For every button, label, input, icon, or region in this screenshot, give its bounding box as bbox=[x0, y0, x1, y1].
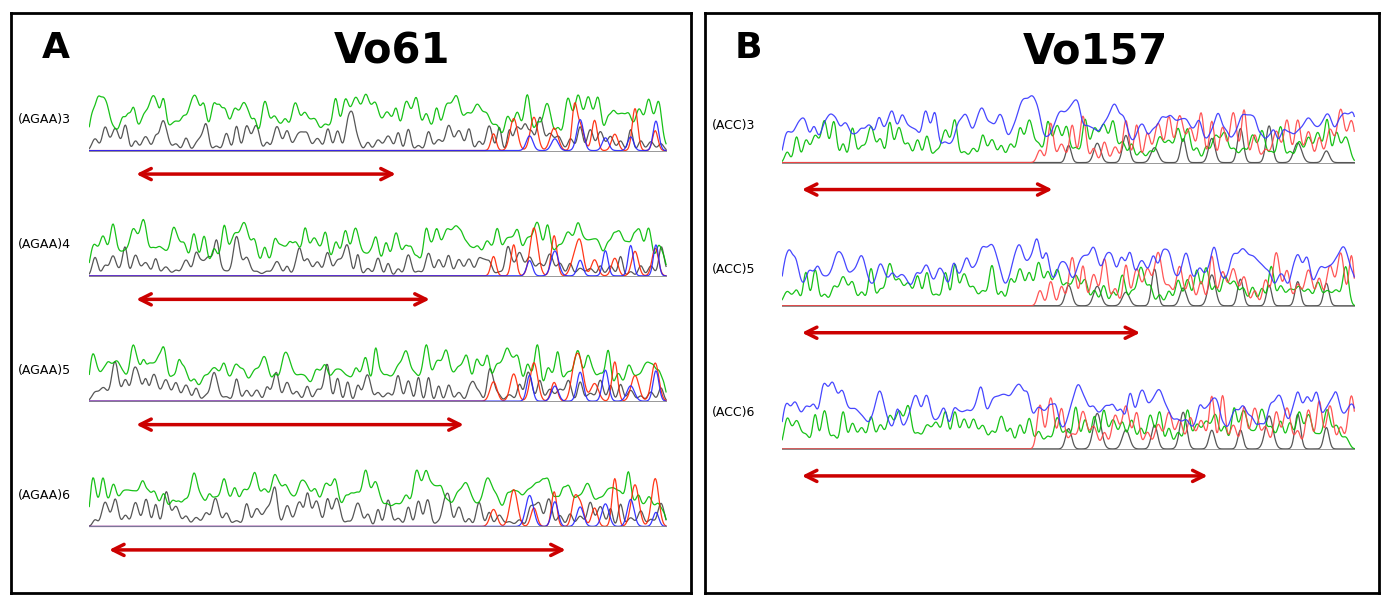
Text: A: A bbox=[42, 31, 70, 65]
Text: (AGAA)4: (AGAA)4 bbox=[18, 238, 71, 251]
Text: (AGAA)5: (AGAA)5 bbox=[18, 364, 71, 377]
Text: (ACC)3: (ACC)3 bbox=[712, 119, 755, 132]
Text: Vo61: Vo61 bbox=[334, 31, 450, 73]
Text: B: B bbox=[735, 31, 763, 65]
Text: (AGAA)6: (AGAA)6 bbox=[18, 489, 71, 502]
Text: (AGAA)3: (AGAA)3 bbox=[18, 113, 71, 126]
Text: Vo157: Vo157 bbox=[1023, 31, 1169, 73]
Text: (ACC)6: (ACC)6 bbox=[712, 405, 755, 419]
Text: (ACC)5: (ACC)5 bbox=[712, 262, 755, 276]
